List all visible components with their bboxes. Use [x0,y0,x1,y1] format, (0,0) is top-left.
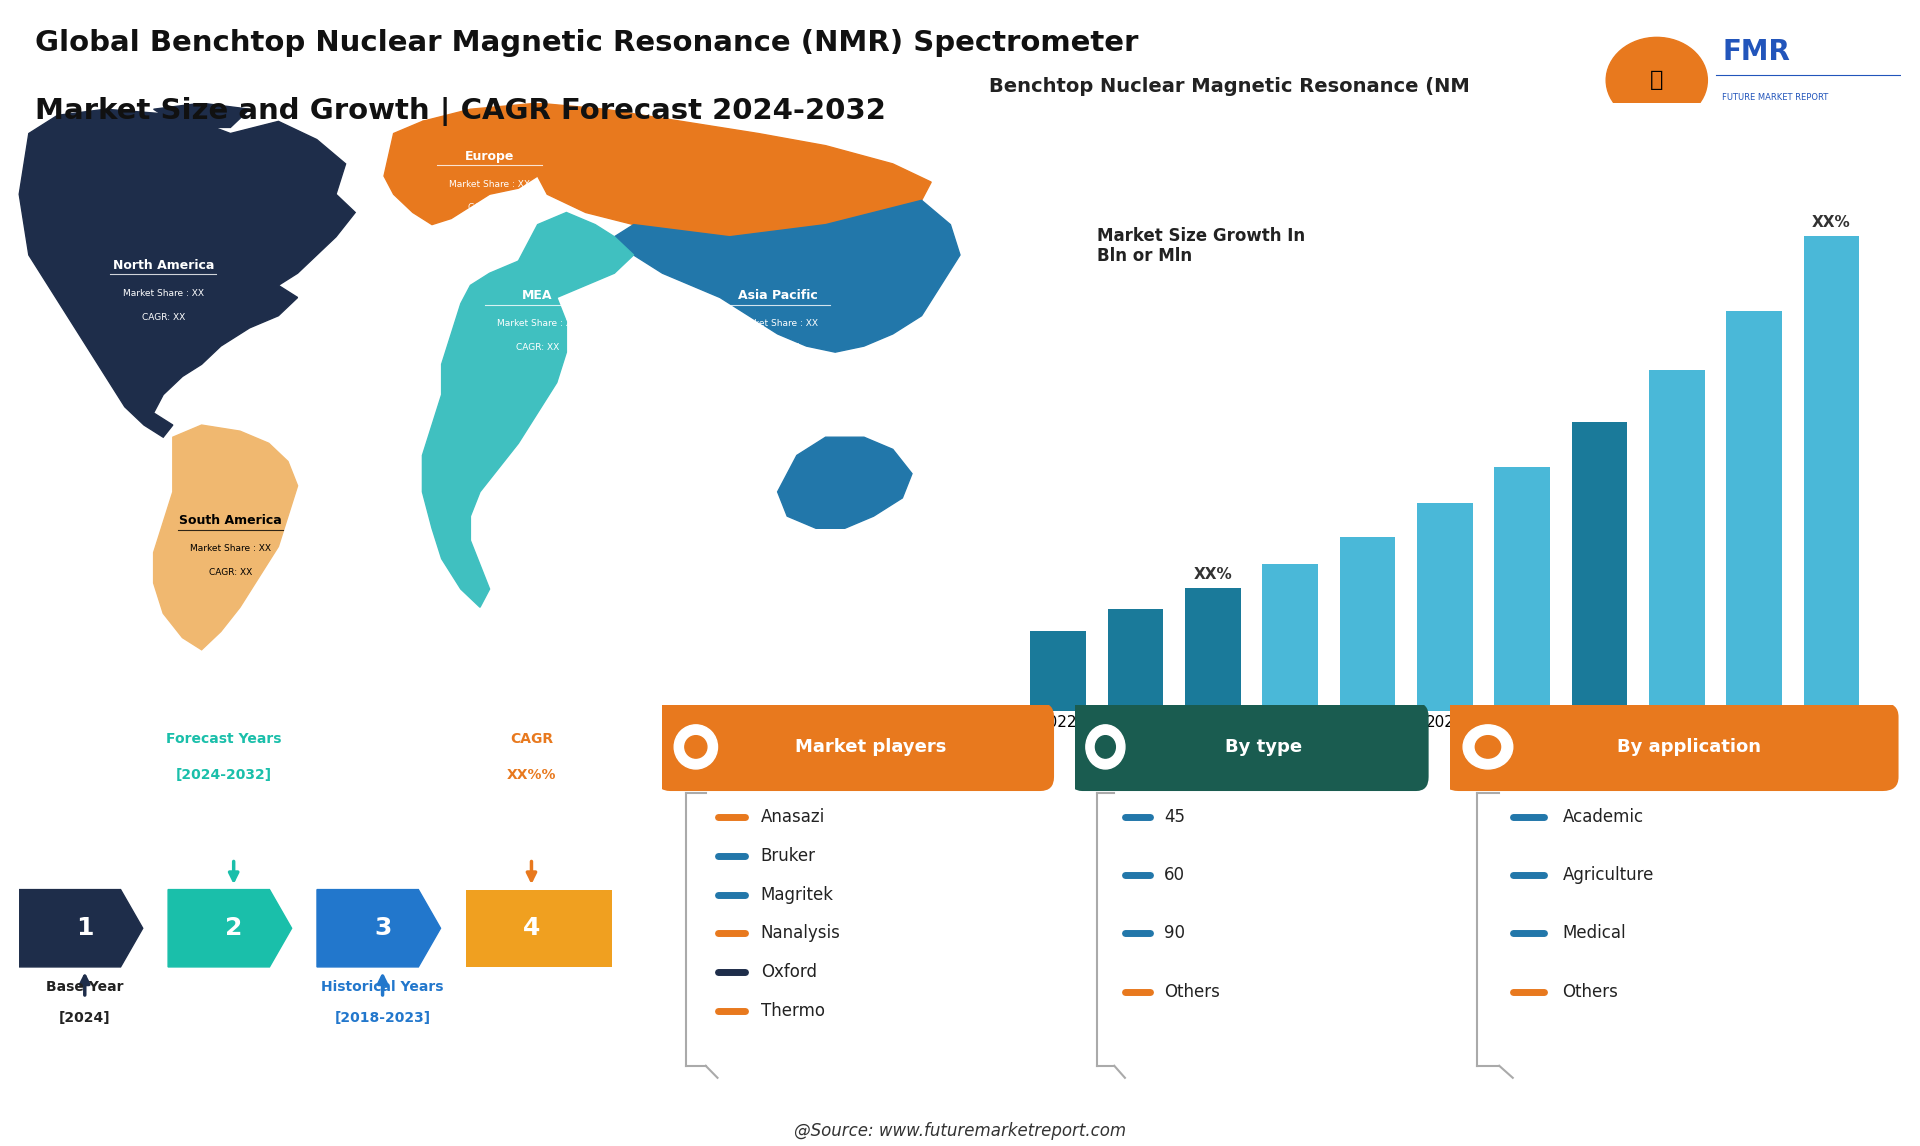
Polygon shape [154,425,298,650]
Text: CAGR: XX: CAGR: XX [209,567,252,576]
Text: 🎯: 🎯 [1649,70,1663,91]
Text: XX%%: XX%% [507,769,557,783]
Text: Medical: Medical [1563,925,1626,942]
Text: 1: 1 [77,917,94,940]
Text: FMR: FMR [1722,39,1789,66]
Text: 2: 2 [225,917,242,940]
Circle shape [1087,724,1125,769]
Text: CAGR: XX: CAGR: XX [142,313,184,322]
Text: Asia Pacific: Asia Pacific [737,289,818,303]
Text: 4: 4 [522,917,540,940]
Bar [1572,422,1628,711]
Text: Market Share : XX: Market Share : XX [449,180,530,189]
FancyArrow shape [19,889,142,967]
FancyArrow shape [317,889,440,967]
Bar [1726,311,1782,711]
Text: Anasazi: Anasazi [760,808,826,826]
Text: CAGR: XX: CAGR: XX [468,203,511,212]
Bar [1417,503,1473,711]
Bar [1494,466,1549,711]
Circle shape [685,736,707,759]
Text: XX%: XX% [1812,214,1851,229]
Text: Magritek: Magritek [760,886,833,904]
Circle shape [1475,736,1501,759]
Bar [1031,631,1087,711]
Text: @Source: www.futuremarketreport.com: @Source: www.futuremarketreport.com [795,1122,1125,1140]
Text: 90: 90 [1164,925,1185,942]
Text: Forecast Years: Forecast Years [167,732,282,746]
Text: Global Benchtop Nuclear Magnetic Resonance (NMR) Spectrometer: Global Benchtop Nuclear Magnetic Resonan… [35,29,1139,56]
Circle shape [1607,38,1707,123]
Text: Market players: Market players [795,738,947,756]
Text: Thermo: Thermo [760,1002,826,1020]
FancyBboxPatch shape [467,889,612,967]
Text: XX%: XX% [1194,566,1233,582]
Circle shape [1096,736,1116,759]
Text: CAGR: XX: CAGR: XX [516,343,559,352]
Text: Benchtop Nuclear Magnetic Resonance (NM: Benchtop Nuclear Magnetic Resonance (NM [989,77,1469,96]
Polygon shape [422,261,566,607]
Text: [2024-2032]: [2024-2032] [177,769,273,783]
Polygon shape [614,201,960,352]
Bar [1185,588,1240,711]
Text: FUTURE MARKET REPORT: FUTURE MARKET REPORT [1722,93,1828,102]
Text: Market Share : XX: Market Share : XX [123,289,204,298]
Text: Nanalysis: Nanalysis [760,925,841,942]
Text: Academic: Academic [1563,808,1644,826]
Polygon shape [422,103,931,237]
Text: [2018-2023]: [2018-2023] [334,1011,430,1025]
Polygon shape [154,103,250,127]
Polygon shape [509,212,634,315]
Text: Market Share : XX: Market Share : XX [190,544,271,554]
Text: Market Size Growth In
Bln or Mln: Market Size Growth In Bln or Mln [1096,227,1306,266]
Text: 3: 3 [374,917,392,940]
FancyBboxPatch shape [1442,702,1899,791]
Text: South America: South America [179,515,282,527]
FancyBboxPatch shape [1069,702,1428,791]
Circle shape [674,724,718,769]
Text: 60: 60 [1164,866,1185,885]
FancyBboxPatch shape [657,702,1054,791]
Text: Others: Others [1563,982,1619,1000]
Text: Market Share : XX: Market Share : XX [737,320,818,329]
Text: Base Year: Base Year [46,980,123,994]
Bar [1108,610,1164,711]
Bar [1340,536,1396,711]
Text: CAGR: XX: CAGR: XX [756,343,799,352]
Text: 45: 45 [1164,808,1185,826]
Text: North America: North America [113,259,213,272]
Text: Oxford: Oxford [760,963,816,981]
Polygon shape [778,437,912,528]
Text: MEA: MEA [522,289,553,303]
Text: By application: By application [1617,738,1761,756]
Text: Agriculture: Agriculture [1563,866,1653,885]
Text: Bruker: Bruker [760,847,816,865]
Text: Market Share : XX: Market Share : XX [497,320,578,329]
Text: Others: Others [1164,982,1219,1000]
Text: [2024]: [2024] [60,1011,111,1025]
Text: Market Size and Growth | CAGR Forecast 2024-2032: Market Size and Growth | CAGR Forecast 2… [35,97,885,126]
FancyArrow shape [169,889,292,967]
Bar [1803,236,1859,711]
Bar [1261,564,1317,711]
Text: Historical Years: Historical Years [321,980,444,994]
Text: Europe: Europe [465,150,515,163]
Bar [1649,370,1705,711]
Text: CAGR: CAGR [511,732,553,746]
Text: By type: By type [1225,738,1302,756]
Polygon shape [384,116,547,225]
Polygon shape [19,109,355,437]
Circle shape [1463,724,1513,769]
